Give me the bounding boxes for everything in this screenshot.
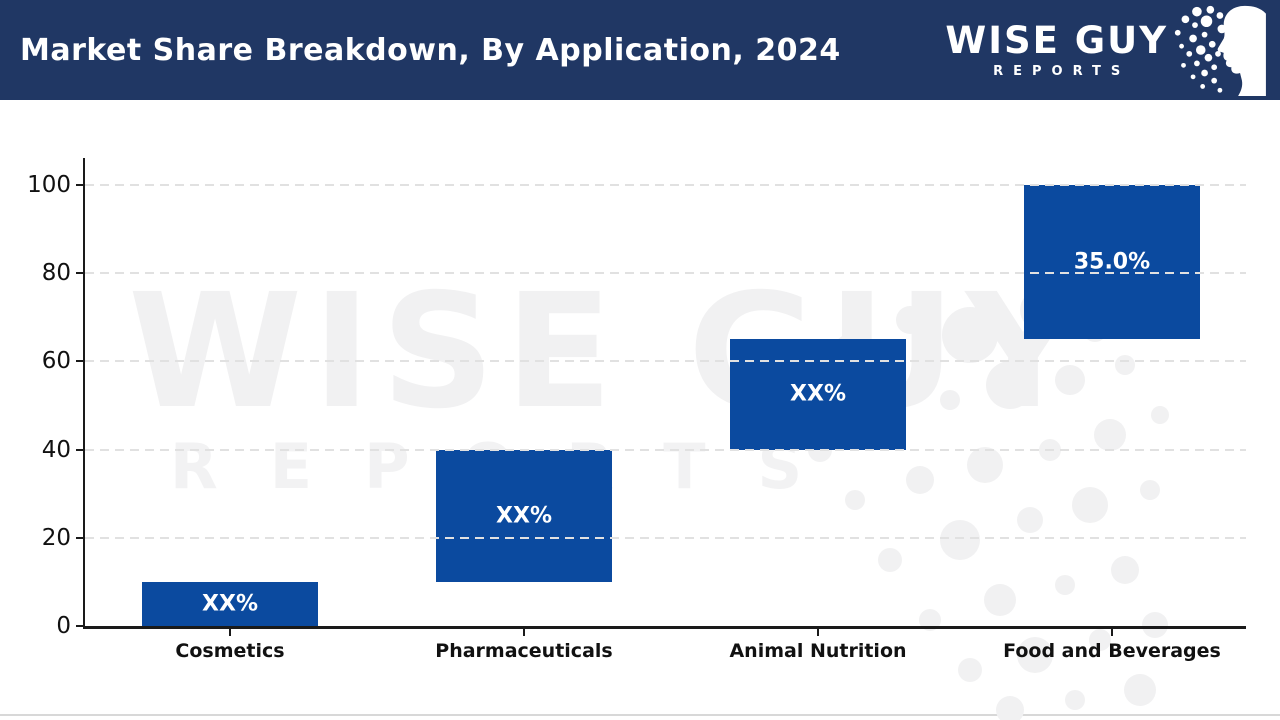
bar	[436, 449, 612, 582]
watermark-wordmark: WISE GUY	[128, 260, 1091, 444]
x-tick-label: Cosmetics	[175, 640, 285, 662]
bar-value-label: 35.0%	[1073, 249, 1151, 275]
grid-line	[85, 536, 1246, 539]
y-tick-mark	[76, 536, 85, 539]
y-tick-mark	[76, 448, 85, 451]
grid-line	[85, 184, 1246, 186]
x-tick-label: Food and Beverages	[1003, 640, 1221, 662]
y-tick-mark	[76, 272, 85, 275]
bar	[1024, 185, 1200, 340]
y-tick-label: 60	[41, 348, 71, 375]
wiseguy-logo: WISE GUY REPORTS	[945, 4, 1280, 96]
x-tick-mark	[229, 627, 231, 636]
y-tick-label: 100	[27, 172, 71, 198]
footer-divider	[0, 714, 1280, 716]
bar-value-label: XX%	[790, 381, 846, 407]
y-tick-mark	[76, 184, 85, 186]
y-tick-mark	[76, 360, 85, 363]
y-tick-label: 80	[41, 260, 71, 287]
grid-line	[85, 448, 1246, 451]
x-axis-line	[83, 626, 1246, 629]
bar-value-label: XX%	[496, 503, 552, 529]
x-tick-label: Animal Nutrition	[729, 640, 907, 662]
x-tick-label: Pharmaceuticals	[435, 640, 613, 662]
y-tick-label: 20	[41, 524, 71, 551]
header-bar: Market Share Breakdown, By Application, …	[0, 0, 1280, 100]
chart-area: WISE GUY REPORTS 020406080100XX%XX%XX%35…	[0, 100, 1280, 720]
page-title: Market Share Breakdown, By Application, …	[20, 32, 841, 68]
bar	[730, 339, 906, 450]
x-tick-mark	[817, 627, 819, 636]
x-tick-mark	[1111, 627, 1113, 636]
logo-text: WISE GUY REPORTS	[945, 22, 1168, 78]
logo-face-icon	[1174, 5, 1266, 96]
grid-line	[85, 360, 1246, 363]
y-tick-label: 0	[56, 613, 71, 639]
logo-subtitle: REPORTS	[993, 64, 1131, 79]
grid-line	[85, 272, 1246, 275]
y-tick-label: 40	[41, 436, 71, 463]
logo-wordmark: WISE GUY	[945, 19, 1168, 62]
x-tick-mark	[523, 627, 525, 636]
bar-value-label: XX%	[202, 591, 258, 617]
y-tick-mark	[76, 625, 85, 627]
y-axis-line	[83, 158, 85, 628]
bar	[142, 581, 318, 626]
